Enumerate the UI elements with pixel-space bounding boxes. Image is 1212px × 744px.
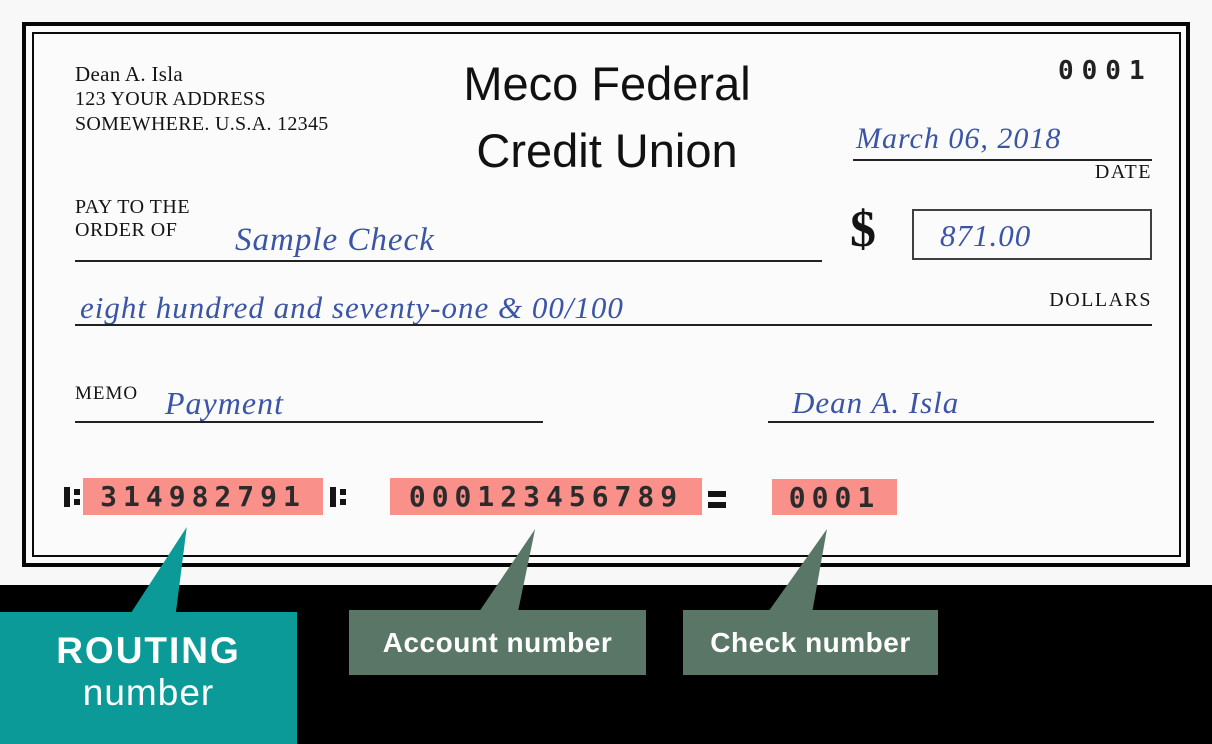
amount-value: 871.00 xyxy=(940,218,1032,253)
amount-words-line xyxy=(75,324,1152,326)
routing-callout-line2: number xyxy=(82,672,215,713)
pay-to-label-line1: PAY TO THE xyxy=(75,196,191,218)
account-number-callout: Account number xyxy=(349,610,646,675)
payee-value: Sample Check xyxy=(235,222,435,258)
check-inner-border xyxy=(32,32,1181,557)
check-number-top: 0001 xyxy=(1058,56,1153,86)
bank-name-line1: Meco Federal xyxy=(463,57,751,110)
bank-name: Meco Federal Credit Union xyxy=(400,50,814,184)
signature-value: Dean A. Isla xyxy=(792,385,960,420)
payer-address-line2: SOMEWHERE. U.S.A. 12345 xyxy=(75,113,329,135)
pay-to-label: PAY TO THE ORDER OF xyxy=(75,196,190,242)
routing-callout-line1: ROUTING xyxy=(56,630,241,671)
micr-transit-icon xyxy=(330,487,346,507)
date-value: March 06, 2018 xyxy=(856,122,1062,155)
date-line xyxy=(853,159,1152,161)
micr-transit-icon xyxy=(64,487,80,507)
amount-words: eight hundred and seventy-one & 00/100 xyxy=(80,290,624,325)
dollars-label: DOLLARS xyxy=(1049,289,1152,311)
date-label: DATE xyxy=(1094,161,1152,183)
memo-value: Payment xyxy=(165,385,284,421)
signature-line xyxy=(768,421,1154,423)
check-number-highlight: 0001 xyxy=(772,479,897,515)
check-number-callout: Check number xyxy=(683,610,938,675)
payer-address-line1: 123 YOUR ADDRESS xyxy=(75,88,266,110)
payee-line xyxy=(75,260,822,262)
pay-to-label-line2: ORDER OF xyxy=(75,219,178,241)
routing-number-callout: ROUTING number xyxy=(0,612,297,744)
payer-block: Dean A. Isla 123 YOUR ADDRESS SOMEWHERE.… xyxy=(75,62,329,137)
amount-box xyxy=(912,209,1152,260)
memo-line xyxy=(75,421,543,423)
memo-label: MEMO xyxy=(75,383,139,404)
dollar-sign: $ xyxy=(850,201,876,258)
payer-name: Dean A. Isla xyxy=(75,62,183,86)
check-outer-border xyxy=(22,22,1190,567)
routing-number-highlight: 314982791 xyxy=(83,478,323,515)
bank-name-line2: Credit Union xyxy=(476,124,738,177)
micr-onus-icon xyxy=(708,491,726,508)
account-number-highlight: 000123456789 xyxy=(390,478,702,515)
